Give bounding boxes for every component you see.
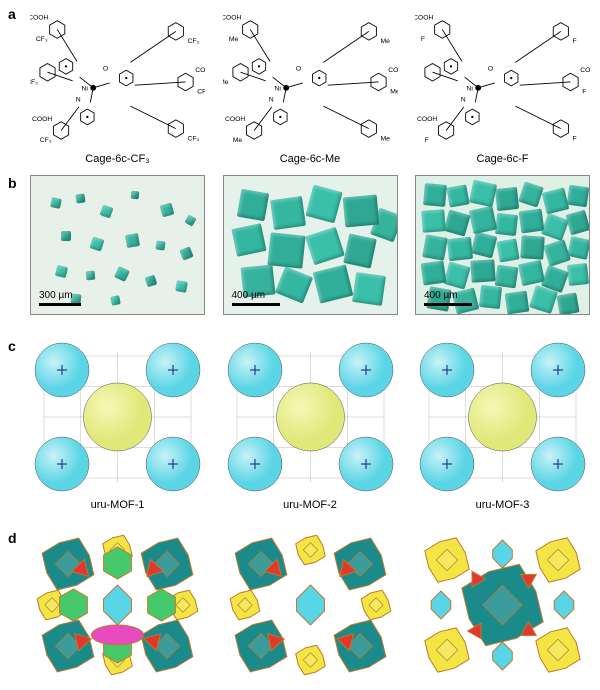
svg-text:Ni: Ni — [467, 86, 474, 93]
chem-caption-2: Cage-6c-F — [477, 153, 529, 165]
scalebar-line-0 — [39, 303, 81, 306]
svg-text:F: F — [421, 36, 425, 43]
row-label-c: c — [8, 338, 16, 354]
chem-cell-1: Ni COOH Me Me COOH Me Me COOH Me Me O N Cage-6c-Me — [223, 10, 398, 170]
micro-image-1: 400 µm — [223, 175, 398, 315]
figure: a b c d Ni COOH CF₃ CF₃ COOH CF₃ CF₃ COOH CF₃ CF₃… — [0, 0, 600, 690]
svg-text:F: F — [573, 135, 577, 142]
svg-text:Me: Me — [232, 137, 242, 144]
poly-cell-1 — [223, 530, 398, 680]
crystal-cell-0: uru-MOF-1 — [30, 338, 205, 513]
scalebar-label-1: 400 µm — [232, 290, 266, 301]
svg-text:Ni: Ni — [82, 86, 89, 93]
svg-text:Me: Me — [380, 135, 390, 142]
poly-cell-2 — [415, 530, 590, 680]
row-label-a: a — [8, 6, 16, 22]
poly-cell-0 — [30, 530, 205, 680]
svg-text:N: N — [268, 96, 273, 103]
micro-image-2: 400 µm — [415, 175, 590, 315]
svg-text:CF₃: CF₃ — [188, 135, 200, 142]
micro-cell-0: 300 µm — [30, 175, 205, 325]
scalebar-1: 400 µm — [232, 290, 280, 306]
row-label-d: d — [8, 530, 17, 546]
svg-text:COOH: COOH — [32, 116, 52, 123]
svg-text:COOH: COOH — [223, 15, 242, 22]
svg-text:N: N — [461, 96, 466, 103]
row-a: Ni COOH CF₃ CF₃ COOH CF₃ CF₃ COOH CF₃ CF₃ O N Cage-… — [30, 10, 590, 170]
crystal-caption-1: uru-MOF-2 — [283, 499, 337, 511]
crystal-cell-2: uru-MOF-3 — [415, 338, 590, 513]
svg-text:CF₃: CF₃ — [30, 79, 38, 86]
svg-text:Ni: Ni — [274, 86, 281, 93]
svg-text:Me: Me — [390, 89, 398, 96]
crystal-structure-0 — [30, 338, 205, 496]
svg-text:CF₃: CF₃ — [188, 38, 200, 45]
svg-text:COOH: COOH — [224, 116, 244, 123]
scalebar-label-0: 300 µm — [39, 290, 73, 301]
row-d — [30, 530, 590, 680]
crystal-caption-0: uru-MOF-1 — [91, 499, 145, 511]
svg-text:COOH: COOH — [580, 67, 590, 74]
chem-caption-0: Cage-6c-CF₃ — [85, 153, 149, 165]
chem-structure-1: Ni COOH Me Me COOH Me Me COOH Me Me O N — [223, 10, 398, 150]
svg-text:Me: Me — [380, 38, 390, 45]
svg-text:O: O — [295, 65, 300, 72]
crystal-cell-1: uru-MOF-2 — [223, 338, 398, 513]
svg-text:COOH: COOH — [195, 67, 205, 74]
scalebar-line-1 — [232, 303, 280, 306]
svg-text:COOH: COOH — [30, 15, 49, 22]
svg-text:CF₃: CF₃ — [36, 36, 48, 43]
polyhedra-1 — [223, 530, 398, 680]
svg-text:COOH: COOH — [388, 67, 398, 74]
chem-structure-2: NiCOOHFFCOOHFFCOOHFFON — [415, 10, 590, 150]
scalebar-0: 300 µm — [39, 290, 81, 306]
micro-cell-1: 400 µm — [223, 175, 398, 325]
row-c: uru-MOF-1 uru-MOF-2 uru-MOF-3 — [30, 338, 590, 513]
svg-text:COOH: COOH — [417, 116, 437, 123]
polyhedra-0 — [30, 530, 205, 680]
micro-cell-2: 400 µm — [415, 175, 590, 325]
crystal-structure-1 — [223, 338, 398, 496]
svg-text:CF₃: CF₃ — [40, 137, 52, 144]
svg-text:CF₃: CF₃ — [197, 89, 205, 96]
crystal-structure-2 — [415, 338, 590, 496]
micro-image-0: 300 µm — [30, 175, 205, 315]
chem-structure-0: Ni COOH CF₃ CF₃ COOH CF₃ CF₃ COOH CF₃ CF₃ O N — [30, 10, 205, 150]
polyhedra-2 — [415, 530, 590, 680]
svg-text:F: F — [425, 137, 429, 144]
svg-text:N: N — [76, 96, 81, 103]
svg-text:Me: Me — [228, 36, 238, 43]
chem-cell-2: NiCOOHFFCOOHFFCOOHFFON Cage-6c-F — [415, 10, 590, 170]
chem-cell-0: Ni COOH CF₃ CF₃ COOH CF₃ CF₃ COOH CF₃ CF₃ O N Cage-… — [30, 10, 205, 170]
crystal-caption-2: uru-MOF-3 — [476, 499, 530, 511]
svg-text:F: F — [573, 38, 577, 45]
svg-text:COOH: COOH — [415, 15, 434, 22]
svg-text:F: F — [582, 89, 586, 96]
scalebar-2: 400 µm — [424, 290, 472, 306]
row-label-b: b — [8, 175, 17, 191]
scalebar-line-2 — [424, 303, 472, 306]
svg-text:O: O — [488, 65, 493, 72]
svg-text:O: O — [103, 65, 108, 72]
svg-text:Me: Me — [223, 79, 229, 86]
scalebar-label-2: 400 µm — [424, 290, 458, 301]
chem-caption-1: Cage-6c-Me — [280, 153, 341, 165]
row-b: 300 µm 400 µm 400 µm — [30, 175, 590, 325]
